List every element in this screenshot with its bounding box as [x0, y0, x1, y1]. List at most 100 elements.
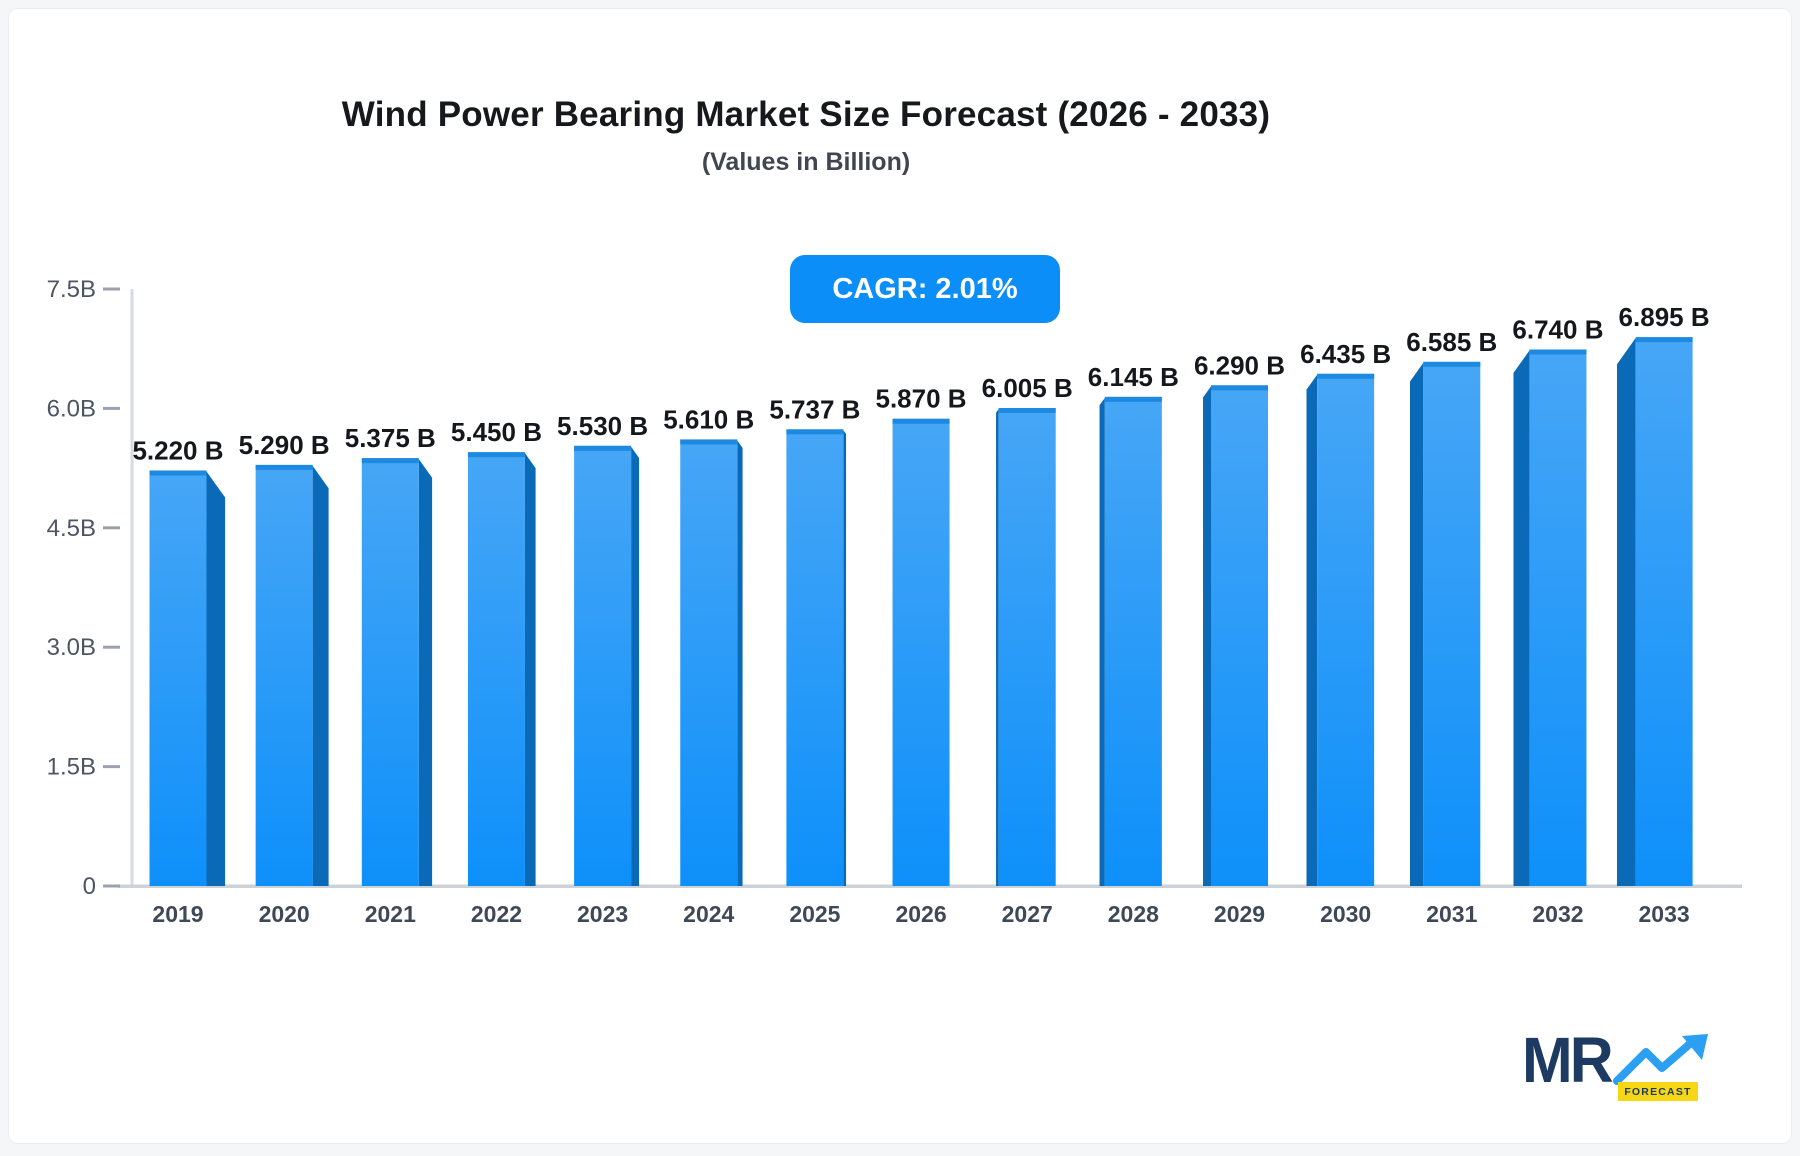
x-axis-label: 2025	[789, 901, 840, 927]
bar-top-edge	[1423, 361, 1481, 367]
bar-value-label: 6.005 B	[982, 373, 1073, 403]
bar-value-label: 5.450 B	[451, 417, 542, 447]
y-axis-tick-label: 0	[83, 873, 96, 900]
x-axis-label: 2027	[1002, 901, 1053, 927]
bar-2020[interactable]	[255, 464, 329, 886]
y-axis-tick-label: 7.5B	[47, 276, 96, 303]
y-axis-tick	[103, 765, 120, 769]
bar-2021[interactable]	[361, 458, 433, 886]
x-axis-label: 2023	[577, 901, 628, 927]
bar-front-face	[680, 439, 738, 886]
logo-mr-text: MR	[1522, 1024, 1614, 1096]
bar-value-label: 6.145 B	[1088, 362, 1179, 392]
y-axis-tick-label: 6.0B	[47, 395, 96, 422]
bar-top-edge	[467, 452, 525, 458]
bar-value-label: 5.737 B	[769, 394, 860, 424]
bar-top-edge	[680, 439, 738, 445]
bar-side-face	[1410, 362, 1424, 887]
bar-top-edge	[361, 458, 419, 464]
bar-top-edge	[1635, 337, 1693, 343]
bar-side-face	[631, 446, 640, 886]
bar-value-label: 6.435 B	[1300, 339, 1391, 369]
bar-chart-canvas: 7.5B 6.0B 4.5B 3.0B 1.5B 0 5.220 B 2019 5.290 B 2…	[47, 276, 1742, 927]
bar-front-face	[786, 429, 844, 886]
bar-value-label: 5.290 B	[239, 430, 330, 460]
bar-2022[interactable]	[467, 452, 536, 886]
bar-value-label: 5.375 B	[345, 423, 436, 453]
bar-side-face	[1513, 350, 1530, 887]
bar-side-face	[1616, 338, 1636, 887]
bar-front-face	[1317, 373, 1375, 886]
bar-front-face	[1529, 349, 1587, 887]
x-axis-label: 2020	[259, 901, 310, 927]
x-axis-label: 2029	[1214, 901, 1265, 927]
bar-top-edge	[1211, 385, 1268, 391]
bar-2032[interactable]	[1513, 349, 1587, 887]
bar-front-face	[574, 445, 632, 886]
bar-side-face	[206, 471, 226, 886]
bar-value-label: 5.220 B	[132, 435, 223, 465]
x-axis-label: 2022	[471, 901, 522, 927]
y-axis-tick	[103, 526, 120, 530]
x-axis-label: 2026	[895, 901, 946, 927]
bar-2026[interactable]	[892, 418, 950, 886]
bar-top-edge	[1529, 349, 1587, 355]
trending-up-arrow-icon	[1613, 1034, 1708, 1085]
chart-title: Wind Power Bearing Market Size Forecast …	[341, 95, 1271, 134]
bar-2024[interactable]	[680, 439, 743, 886]
bar-2033[interactable]	[1616, 337, 1693, 887]
bar-top-edge	[786, 429, 844, 435]
bar-front-face	[361, 458, 419, 886]
bar-side-face	[843, 430, 847, 886]
chart-subtitle: (Values in Billion)	[701, 148, 911, 176]
bar-2028[interactable]	[1099, 396, 1162, 886]
bar-2019[interactable]	[149, 470, 226, 886]
x-axis-label: 2032	[1532, 901, 1583, 927]
bar-front-face	[149, 470, 207, 886]
bar-value-label: 6.290 B	[1194, 350, 1285, 380]
bar-2030[interactable]	[1306, 373, 1375, 886]
bar-front-face	[1423, 361, 1481, 887]
y-axis-tick	[103, 287, 120, 291]
cagr-badge: CAGR: 2.01%	[790, 255, 1060, 323]
y-axis-tick-label: 4.5B	[47, 515, 96, 542]
y-axis-tick	[103, 645, 120, 649]
x-axis-label: 2030	[1320, 901, 1371, 927]
bar-value-label: 5.870 B	[876, 384, 967, 414]
y-axis-tick-label: 3.0B	[47, 634, 96, 661]
bar-top-edge	[574, 445, 632, 451]
bar-top-edge	[149, 470, 207, 476]
bar-front-face	[998, 408, 1056, 886]
bar-2031[interactable]	[1410, 361, 1481, 887]
logo-forecast-text: FORECAST	[1618, 1082, 1698, 1101]
bar-2029[interactable]	[1203, 385, 1268, 886]
bar-value-label: 6.740 B	[1512, 314, 1603, 344]
bar-front-face	[1211, 385, 1268, 886]
y-axis-tick	[103, 884, 120, 888]
bar-front-face	[467, 452, 525, 886]
bar-top-edge	[892, 418, 950, 424]
bar-front-face	[255, 464, 313, 886]
x-axis-label: 2028	[1108, 901, 1159, 927]
bar-value-label: 6.585 B	[1406, 327, 1497, 357]
bar-side-face	[418, 459, 433, 886]
bar-value-label: 5.530 B	[557, 411, 648, 441]
y-axis-tick-label: 1.5B	[47, 754, 96, 781]
bar-2023[interactable]	[574, 445, 640, 886]
bar-side-face	[737, 440, 743, 886]
bar-side-face	[1099, 397, 1105, 886]
bar-front-face	[1635, 337, 1693, 887]
x-axis-label: 2024	[683, 901, 734, 927]
y-axis-line	[130, 289, 134, 886]
bar-side-face	[1306, 374, 1318, 886]
bar-2027[interactable]	[996, 408, 1056, 886]
bar-2025[interactable]	[786, 429, 847, 886]
x-axis-line	[118, 884, 1742, 888]
bar-value-label: 5.610 B	[663, 404, 754, 434]
bar-side-face	[1203, 386, 1211, 886]
bar-top-edge	[998, 408, 1056, 414]
bar-top-edge	[1317, 373, 1375, 379]
bar-front-face	[1104, 396, 1162, 886]
bar-top-edge	[1104, 396, 1162, 402]
y-axis-tick	[103, 406, 120, 410]
